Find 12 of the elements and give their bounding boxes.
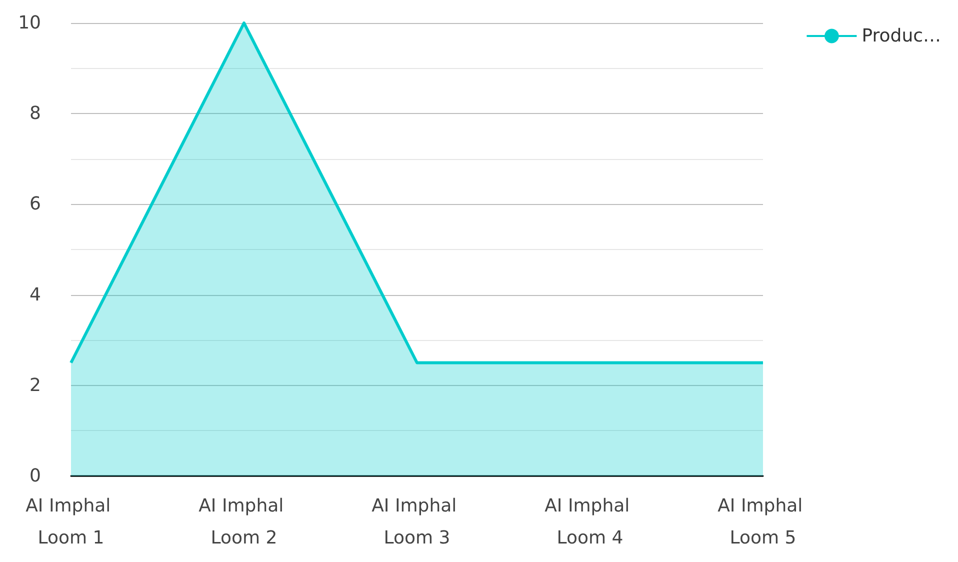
legend-label: Produc… (862, 26, 942, 46)
x-tick-label: AI Imphal Loom 3 (372, 496, 462, 548)
y-tick-label: 0 (30, 466, 41, 486)
y-tick-label: 6 (30, 194, 41, 215)
y-tick-label: 2 (30, 374, 41, 396)
y-tick-label: 10 (18, 12, 41, 34)
x-tick-label: AI Imphal Loom 4 (544, 496, 636, 548)
x-tick-label: AI Imphal Loom 5 (718, 496, 808, 548)
y-tick-label: 8 (30, 103, 41, 124)
y-tick-label: 4 (30, 284, 41, 306)
x-tick-label: AI Imphal Loom 1 (26, 496, 116, 548)
x-tick-label: AI Imphal Loom 2 (198, 496, 290, 548)
